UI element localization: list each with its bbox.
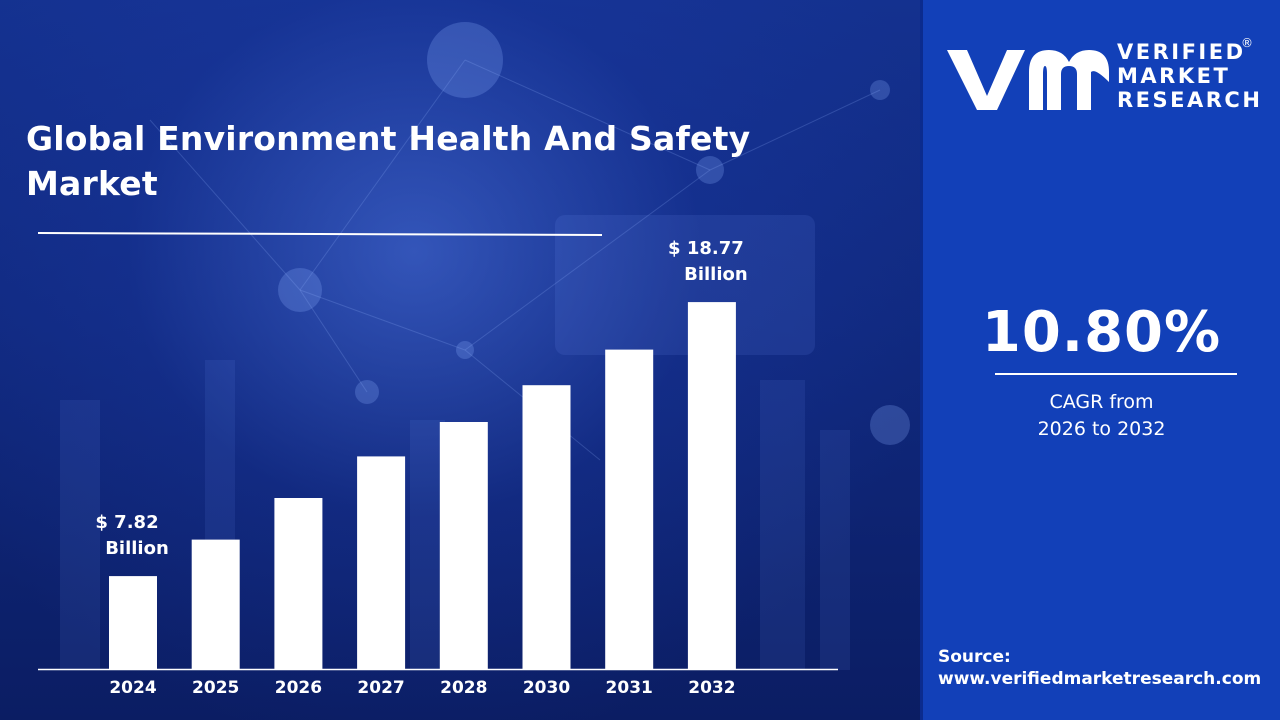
- source-url: www.verifiedmarketresearch.com: [938, 669, 1262, 689]
- x-tick-label-2025: 2025: [192, 678, 239, 698]
- x-tick-label-2031: 2031: [606, 678, 653, 698]
- cagr-divider: [995, 373, 1237, 375]
- bar-chart: 2024 $ 7.82 Billion 2025 2026 2027 2028 2030 203…: [38, 238, 838, 698]
- value-label-2024-line-1: $ 7.82: [95, 512, 158, 533]
- brand-name: VERIFIED MARKET RESEARCH: [1117, 40, 1262, 112]
- bar-2027: [357, 456, 406, 669]
- x-tick-label-2028: 2028: [440, 678, 487, 698]
- chart-panel: Global Environment Health And Safety Mar…: [0, 0, 920, 720]
- cagr-caption-line-1: CAGR from: [1049, 391, 1154, 413]
- bar-2025: [191, 539, 240, 669]
- bar-2032: [687, 302, 736, 669]
- bar-2031: [605, 349, 654, 669]
- cagr-caption-line-2: 2026 to 2032: [1037, 418, 1166, 440]
- value-label-2024-line-2: Billion: [105, 538, 169, 559]
- chart-title: Global Environment Health And Safety Mar…: [26, 119, 751, 203]
- brand-name-line-3: RESEARCH: [1117, 88, 1263, 112]
- summary-panel: VERIFIED MARKET RESEARCH ® 10.80% CAGR f…: [920, 0, 1280, 720]
- source-note: Source: www.verifiedmarketresearch.com: [938, 646, 1261, 690]
- cagr-caption: CAGR from 2026 to 2032: [923, 389, 1280, 443]
- x-tick-label-2027: 2027: [357, 678, 404, 698]
- x-tick-label-2032: 2032: [688, 678, 735, 698]
- bar-2024: [109, 576, 157, 669]
- brand-name-line-2: MARKET: [1117, 64, 1231, 88]
- vmr-logo: [947, 50, 1109, 110]
- cagr-value: 10.80%: [981, 300, 1222, 365]
- brand-name-line-1: VERIFIED: [1117, 40, 1246, 64]
- x-tick-label-2026: 2026: [275, 678, 322, 698]
- bar-2028: [439, 422, 488, 669]
- value-label-2032-line-1: $ 18.77: [668, 238, 744, 259]
- registered-mark: ®: [1241, 36, 1253, 50]
- x-tick-label-2030: 2030: [523, 678, 570, 698]
- value-label-2032-line-2: Billion: [684, 264, 748, 285]
- x-tick-label-2024: 2024: [109, 678, 156, 698]
- bar-2030: [522, 385, 571, 669]
- bar-2026: [274, 498, 323, 669]
- network-background-decoration: [60, 22, 910, 670]
- source-label: Source:: [938, 647, 1011, 667]
